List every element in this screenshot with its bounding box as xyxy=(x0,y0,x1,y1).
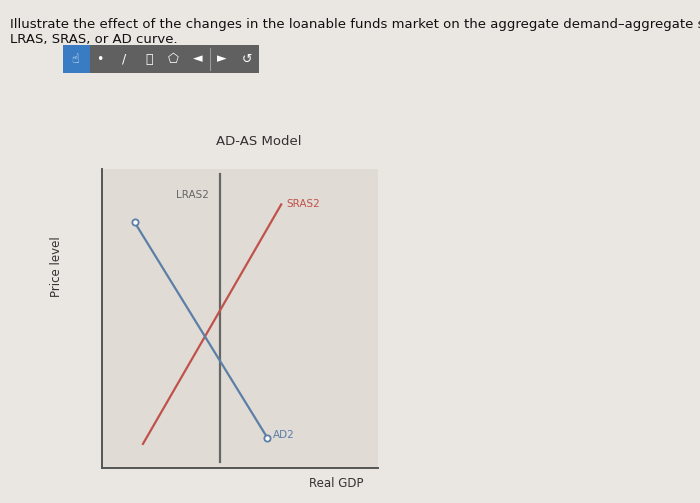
Text: AD-AS Model: AD-AS Model xyxy=(216,135,302,148)
Text: ☝: ☝ xyxy=(71,53,79,65)
Text: LRAS2: LRAS2 xyxy=(176,191,209,200)
Text: Real GDP: Real GDP xyxy=(309,477,363,490)
Text: ⌣: ⌣ xyxy=(145,53,153,65)
Text: ◄: ◄ xyxy=(193,53,202,65)
Text: LRAS, SRAS, or AD curve.: LRAS, SRAS, or AD curve. xyxy=(10,33,177,46)
Text: /: / xyxy=(122,53,127,65)
Text: Price level: Price level xyxy=(50,236,63,297)
Text: •: • xyxy=(96,53,104,65)
Text: ↺: ↺ xyxy=(241,53,252,65)
Text: SRAS2: SRAS2 xyxy=(287,199,321,209)
Text: ►: ► xyxy=(218,53,227,65)
Text: Illustrate the effect of the changes in the loanable funds market on the aggrega: Illustrate the effect of the changes in … xyxy=(10,18,700,31)
Text: AD2: AD2 xyxy=(273,430,295,440)
Text: ⬠: ⬠ xyxy=(168,53,178,65)
